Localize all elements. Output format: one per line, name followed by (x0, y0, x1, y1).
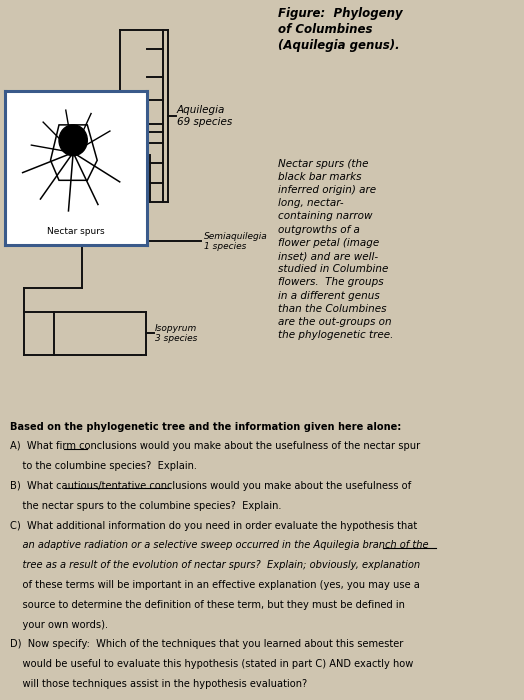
Text: Nectar spurs (the
black bar marks
inferred origin) are
long, nectar-
containing : Nectar spurs (the black bar marks inferr… (278, 159, 393, 340)
Text: C)  What additional information do you need in order evaluate the hypothesis tha: C) What additional information do you ne… (10, 521, 418, 531)
Polygon shape (50, 125, 97, 181)
Text: Isopyrum
3 species: Isopyrum 3 species (155, 324, 198, 343)
Text: B)  What cautious/tentative conclusions would you make about the usefulness of: B) What cautious/tentative conclusions w… (10, 481, 412, 491)
Text: an adaptive radiation or a selective sweep occurred in the Aquilegia branch of t: an adaptive radiation or a selective swe… (10, 540, 429, 550)
Text: would be useful to evaluate this hypothesis (stated in part C) AND exactly how: would be useful to evaluate this hypothe… (10, 659, 414, 669)
Text: to the columbine species?  Explain.: to the columbine species? Explain. (10, 461, 198, 471)
Text: tree as a result of the evolution of nectar spurs?  Explain; obviously, explanat: tree as a result of the evolution of nec… (10, 560, 420, 570)
Text: Figure:  Phylogeny
of Columbines
(Aquilegia genus).: Figure: Phylogeny of Columbines (Aquileg… (278, 7, 402, 52)
Bar (116, 211, 124, 232)
Text: Based on the phylogenetic tree and the information given here alone:: Based on the phylogenetic tree and the i… (10, 421, 401, 432)
Text: will those techniques assist in the hypothesis evaluation?: will those techniques assist in the hypo… (10, 679, 308, 689)
Text: Semiaquilegia
1 species: Semiaquilegia 1 species (204, 232, 268, 251)
Text: Nectar spurs: Nectar spurs (47, 227, 105, 236)
Text: D)  Now specify:  Which of the techniques that you learned about this semester: D) Now specify: Which of the techniques … (10, 639, 404, 650)
Text: your own words).: your own words). (10, 620, 108, 629)
Circle shape (59, 125, 88, 155)
Text: the nectar spurs to the columbine species?  Explain.: the nectar spurs to the columbine specie… (10, 500, 282, 511)
Text: Aquilegia
69 species: Aquilegia 69 species (177, 105, 232, 127)
Text: source to determine the definition of these term, but they must be defined in: source to determine the definition of th… (10, 600, 405, 610)
Text: of these terms will be important in an effective explanation (yes, you may use a: of these terms will be important in an e… (10, 580, 420, 590)
Text: A)  What firm conclusions would you make about the usefulness of the nectar spur: A) What firm conclusions would you make … (10, 442, 421, 452)
